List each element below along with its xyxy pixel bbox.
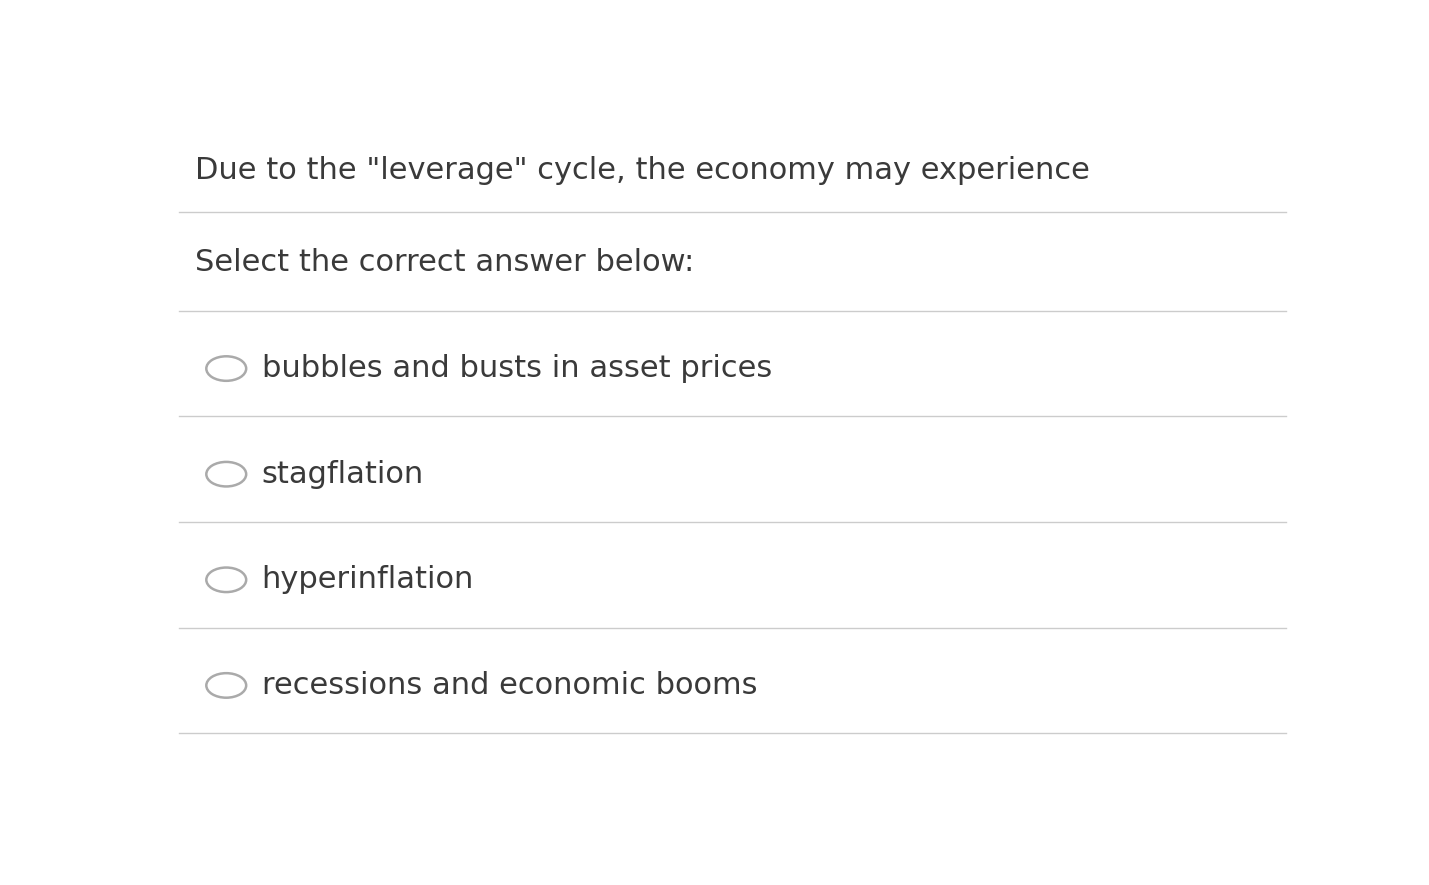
Text: stagflation: stagflation — [262, 459, 424, 489]
Text: Select the correct answer below:: Select the correct answer below: — [196, 249, 694, 277]
Text: hyperinflation: hyperinflation — [262, 566, 474, 595]
Text: recessions and economic booms: recessions and economic booms — [262, 671, 757, 700]
Text: Due to the "leverage" cycle, the economy may experience: Due to the "leverage" cycle, the economy… — [196, 157, 1090, 186]
Text: bubbles and busts in asset prices: bubbles and busts in asset prices — [262, 354, 772, 383]
